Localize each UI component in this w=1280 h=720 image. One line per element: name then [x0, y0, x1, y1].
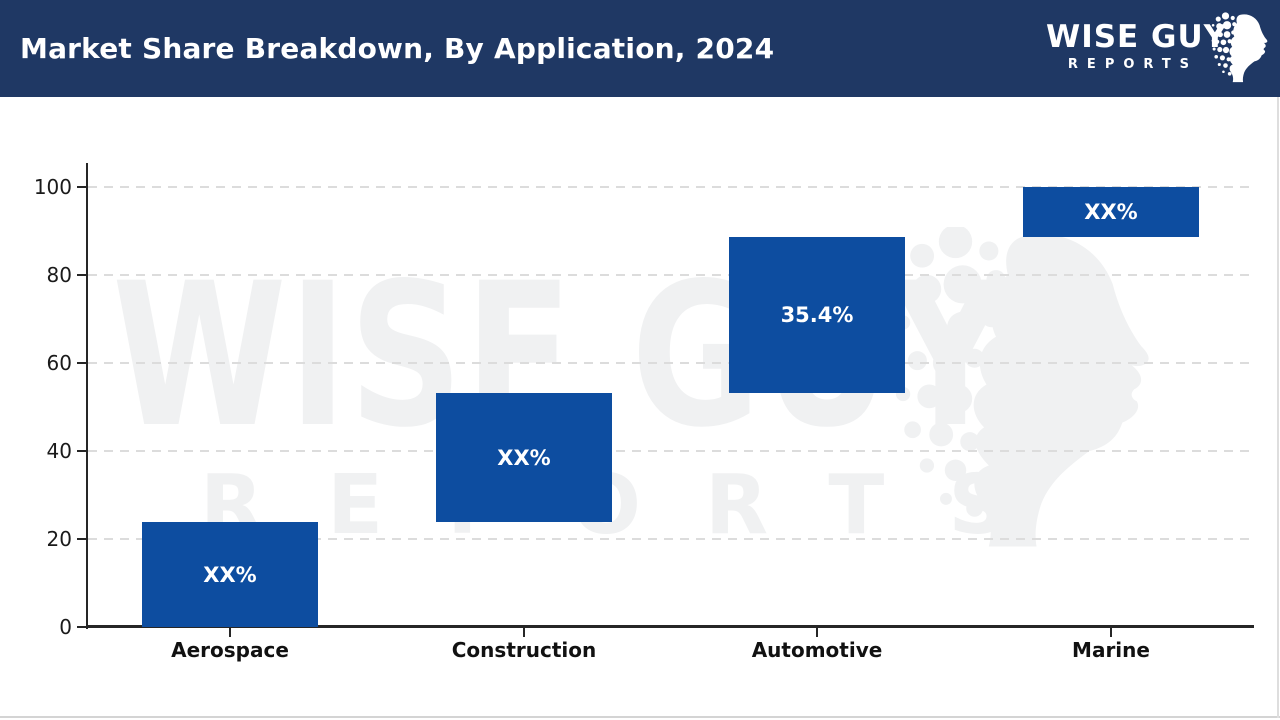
header-band: Market Share Breakdown, By Application, … — [0, 0, 1280, 97]
bar-construction: XX% — [436, 392, 612, 523]
y-tick-label-20: 20 — [46, 527, 72, 551]
screenshot-right-border — [1277, 97, 1279, 718]
watermark-head-icon — [891, 227, 1149, 547]
x-tick-mark-aerospace — [229, 628, 231, 637]
category-label-aerospace: Aerospace — [171, 638, 289, 662]
bar-value-label-automotive: 35.4% — [780, 303, 854, 328]
logo-subtitle: REPORTS — [1067, 57, 1199, 72]
gridline-80 — [88, 274, 1253, 276]
wise-guy-logo: WISE GUY REPORTS — [1040, 0, 1280, 97]
category-label-construction: Construction — [451, 638, 597, 662]
bar-aerospace: XX% — [142, 522, 318, 627]
y-tick-mark-40 — [77, 450, 87, 452]
y-tick-mark-80 — [77, 274, 87, 276]
chart-plot: WISE GUY REPORTS 0 20 40 60 80 100 XX% Aerospac… — [0, 97, 1280, 720]
y-tick-label-100: 100 — [33, 175, 72, 199]
y-tick-mark-100 — [77, 186, 87, 188]
page-title: Market Share Breakdown, By Application, … — [20, 32, 775, 65]
y-tick-label-0: 0 — [59, 615, 72, 639]
x-tick-mark-marine — [1110, 628, 1112, 637]
bar-automotive: 35.4% — [729, 237, 905, 393]
screenshot-bottom-border — [0, 716, 1280, 718]
bar-value-label-aerospace: XX% — [203, 562, 257, 587]
gridline-20 — [88, 538, 1253, 540]
logo-wordmark: WISE GUY — [1046, 19, 1228, 55]
bar-marine: XX% — [1023, 187, 1199, 238]
bar-value-label-construction: XX% — [497, 445, 551, 470]
watermark-subtitle: REPORTS — [200, 458, 1072, 553]
gridline-40 — [88, 450, 1253, 452]
y-axis-spine — [86, 163, 88, 629]
x-tick-mark-automotive — [816, 628, 818, 637]
y-tick-label-80: 80 — [46, 263, 72, 287]
logo-text: WISE GUY REPORTS — [1046, 19, 1228, 73]
gridline-100 — [88, 186, 1253, 188]
y-tick-mark-20 — [77, 538, 87, 540]
x-axis-spine — [86, 625, 1254, 628]
bar-value-label-marine: XX% — [1084, 200, 1138, 225]
category-label-marine: Marine — [1072, 638, 1150, 662]
y-tick-label-40: 40 — [46, 439, 72, 463]
category-label-automotive: Automotive — [751, 638, 883, 662]
y-tick-mark-60 — [77, 362, 87, 364]
y-tick-mark-0 — [77, 626, 87, 628]
gridline-60 — [88, 362, 1253, 364]
dotted-head-logo-icon — [1211, 12, 1268, 83]
x-tick-mark-construction — [523, 628, 525, 637]
y-tick-label-60: 60 — [46, 351, 72, 375]
